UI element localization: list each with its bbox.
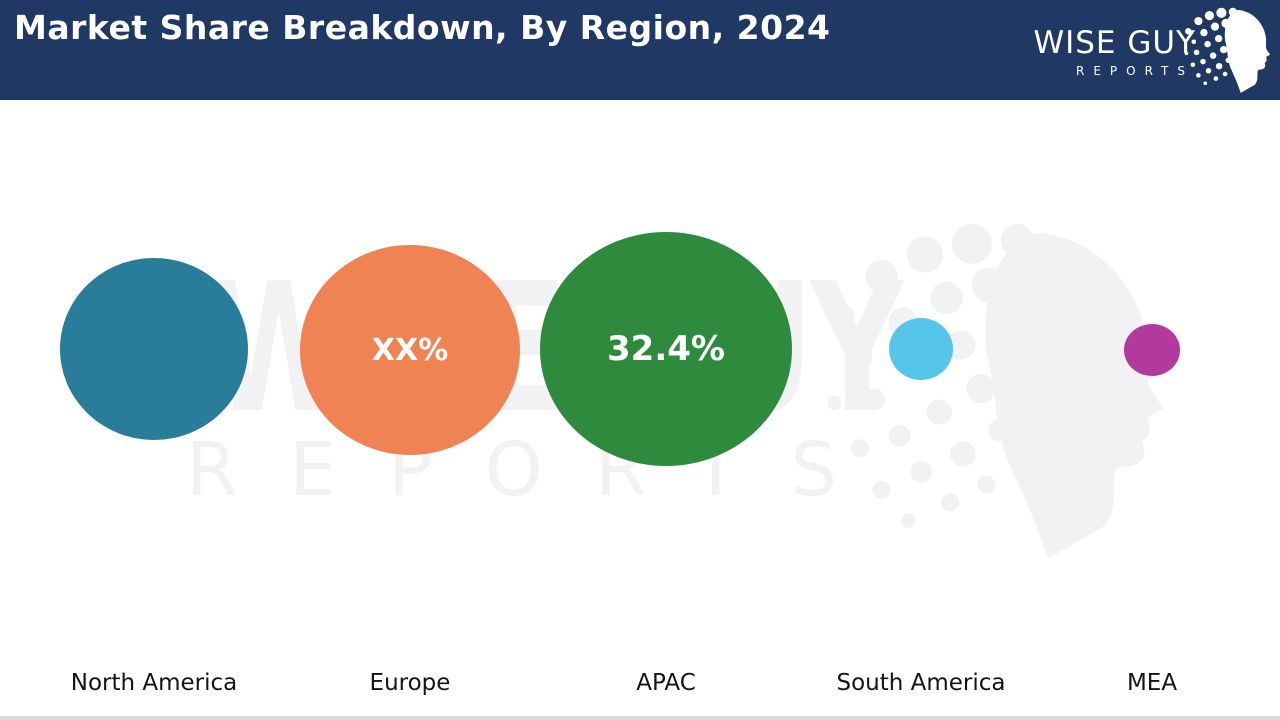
brand-logo: WISE GUY REPORTS	[1033, 6, 1272, 96]
brand-name: WISE GUY	[1033, 24, 1196, 61]
bubble-value-label-apac: 32.4%	[607, 329, 725, 369]
bubble-europe: XX%	[300, 245, 520, 455]
watermark-reports-text: REPORTS	[186, 427, 890, 513]
page-title: Market Share Breakdown, By Region, 2024	[14, 8, 831, 47]
category-label-apac: APAC	[636, 670, 696, 696]
bottom-divider	[0, 716, 1280, 720]
watermark-head-profile-icon	[827, 223, 1164, 559]
bubble-apac: 32.4%	[540, 232, 792, 466]
category-label-europe: Europe	[369, 670, 451, 696]
brand-subtitle: REPORTS	[1075, 63, 1194, 78]
category-label-south-america: South America	[836, 670, 1006, 696]
bubble-chart: WISE GUY REPORTS North AmericaXX%Europe3…	[0, 100, 1280, 720]
bubble-value-label-europe: XX%	[371, 332, 449, 368]
brand-logo-text: WISE GUY REPORTS	[1033, 25, 1196, 78]
category-label-mea: MEA	[1126, 670, 1178, 696]
bubble-mea	[1124, 324, 1180, 376]
bubble-south-america	[889, 318, 953, 380]
header-bar: Market Share Breakdown, By Region, 2024 …	[0, 0, 1280, 100]
bubble-north-america	[60, 258, 248, 440]
category-label-north-america: North America	[70, 670, 238, 696]
